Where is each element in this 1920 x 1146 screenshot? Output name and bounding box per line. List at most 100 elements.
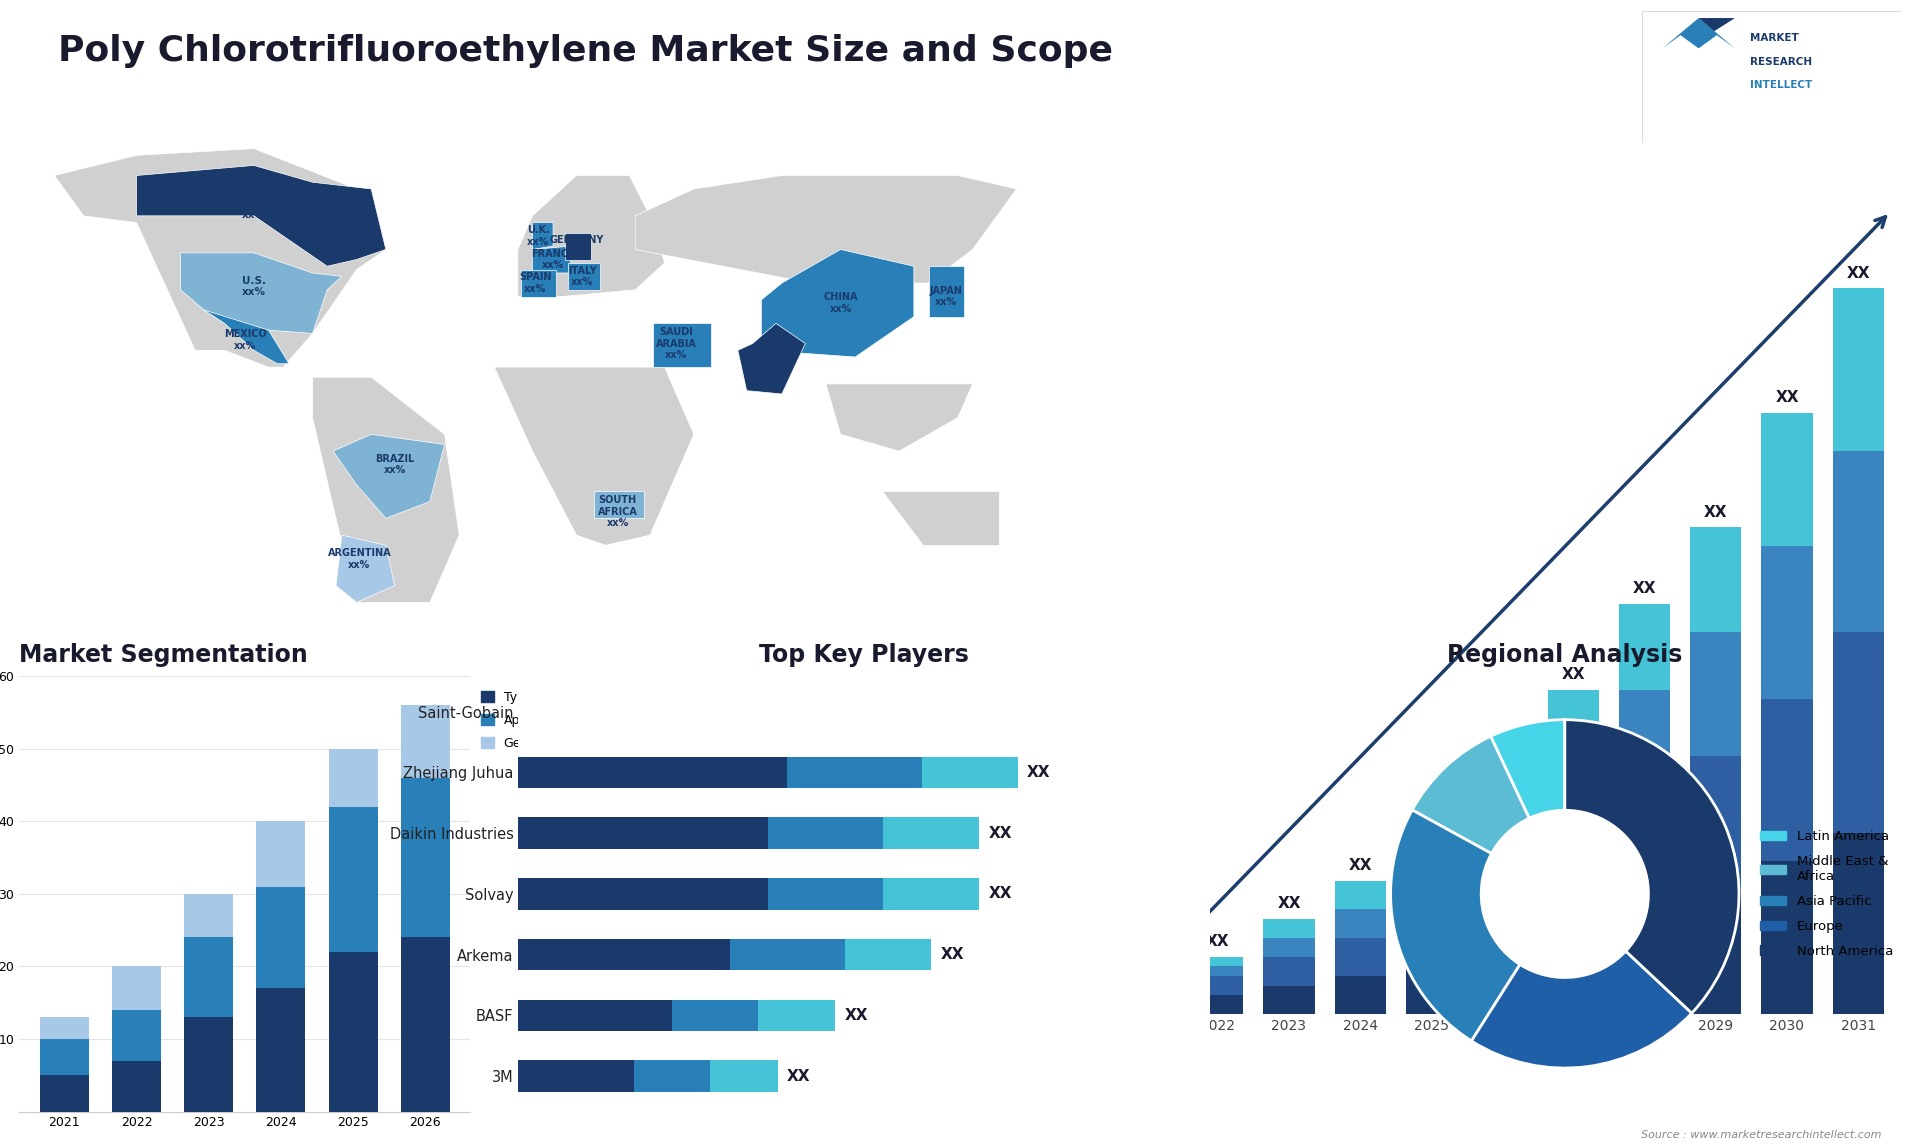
Bar xyxy=(768,878,883,910)
Text: Market Segmentation: Market Segmentation xyxy=(19,643,307,667)
Bar xyxy=(1476,814,1528,871)
Bar xyxy=(518,756,787,788)
Bar xyxy=(257,822,305,887)
Bar xyxy=(40,1018,88,1039)
Bar xyxy=(1334,880,1386,909)
Bar xyxy=(1121,990,1173,999)
Title: Top Key Players: Top Key Players xyxy=(758,643,970,667)
Bar xyxy=(401,705,449,778)
Text: SAUDI
ARABIA
xx%: SAUDI ARABIA xx% xyxy=(657,327,697,360)
Bar xyxy=(1476,766,1528,814)
Bar xyxy=(1548,756,1599,833)
Bar xyxy=(1832,633,1884,833)
Polygon shape xyxy=(336,535,396,603)
Bar xyxy=(1263,986,1315,1014)
Text: FRANCE
xx%: FRANCE xx% xyxy=(532,249,574,270)
Text: CANADA
xx%: CANADA xx% xyxy=(228,198,278,220)
Bar xyxy=(1405,823,1457,862)
Text: JAPAN
xx%: JAPAN xx% xyxy=(929,285,962,307)
Bar xyxy=(1476,948,1528,1014)
Polygon shape xyxy=(204,309,290,363)
Bar xyxy=(1405,909,1457,966)
Polygon shape xyxy=(136,165,386,266)
Text: XX: XX xyxy=(787,1068,810,1083)
Bar xyxy=(328,807,378,952)
Bar xyxy=(1832,450,1884,633)
Text: XX: XX xyxy=(1277,896,1300,911)
Polygon shape xyxy=(180,253,342,333)
Text: XX: XX xyxy=(1776,390,1799,405)
Text: ITALY
xx%: ITALY xx% xyxy=(568,266,597,288)
Bar xyxy=(1548,690,1599,756)
Circle shape xyxy=(1480,810,1649,978)
Text: INDIA
xx%: INDIA xx% xyxy=(760,339,791,361)
Text: RESEARCH: RESEARCH xyxy=(1751,56,1812,66)
Bar xyxy=(1121,976,1173,981)
Text: U.S.
xx%: U.S. xx% xyxy=(242,276,265,297)
Bar xyxy=(1405,966,1457,1014)
Bar xyxy=(184,937,232,1018)
Bar xyxy=(1832,289,1884,450)
Bar xyxy=(1761,862,1812,1014)
Bar xyxy=(518,878,768,910)
Wedge shape xyxy=(1490,720,1565,818)
Bar xyxy=(845,939,931,971)
Polygon shape xyxy=(737,323,804,394)
Bar xyxy=(111,1061,161,1112)
Wedge shape xyxy=(1411,736,1528,854)
Text: XX: XX xyxy=(1027,764,1050,780)
Bar xyxy=(518,999,672,1031)
Bar xyxy=(1619,690,1670,794)
Bar xyxy=(1192,995,1244,1014)
Bar xyxy=(1619,604,1670,690)
Bar xyxy=(328,748,378,807)
Text: XX: XX xyxy=(1348,858,1373,873)
FancyBboxPatch shape xyxy=(1642,11,1901,143)
Bar xyxy=(1192,957,1244,966)
Bar xyxy=(1761,699,1812,862)
Polygon shape xyxy=(518,175,664,297)
Text: INTELLECT: INTELLECT xyxy=(1751,80,1812,91)
Bar xyxy=(1548,928,1599,1014)
Polygon shape xyxy=(520,269,557,297)
Text: XX: XX xyxy=(845,1007,868,1023)
Bar xyxy=(1192,976,1244,995)
Bar xyxy=(922,756,1018,788)
Polygon shape xyxy=(495,367,693,545)
Text: BRAZIL
xx%: BRAZIL xx% xyxy=(374,454,415,476)
Wedge shape xyxy=(1471,951,1692,1068)
Bar xyxy=(1334,976,1386,1014)
Legend: Latin America, Middle East &
Africa, Asia Pacific, Europe, North America: Latin America, Middle East & Africa, Asi… xyxy=(1755,825,1899,963)
Bar xyxy=(1761,413,1812,547)
Bar xyxy=(518,817,768,849)
Text: SPAIN
xx%: SPAIN xx% xyxy=(518,273,551,293)
Polygon shape xyxy=(929,266,964,316)
Bar xyxy=(518,1060,634,1092)
Polygon shape xyxy=(762,250,914,358)
Polygon shape xyxy=(313,377,459,603)
Polygon shape xyxy=(532,246,570,273)
Bar xyxy=(328,952,378,1112)
Bar xyxy=(257,887,305,988)
Text: XX: XX xyxy=(1561,667,1586,682)
Text: MARKET: MARKET xyxy=(1751,33,1799,42)
Bar xyxy=(672,999,758,1031)
Bar xyxy=(40,1075,88,1112)
Text: XX: XX xyxy=(941,947,964,963)
Bar xyxy=(518,939,730,971)
Text: XX: XX xyxy=(1847,266,1870,281)
Bar xyxy=(111,966,161,1010)
Polygon shape xyxy=(564,233,591,259)
Bar xyxy=(634,1060,710,1092)
Bar xyxy=(1619,794,1670,909)
Text: XX: XX xyxy=(1490,744,1515,759)
Legend: Type, Application, Geography: Type, Application, Geography xyxy=(482,691,574,751)
Bar xyxy=(768,817,883,849)
Polygon shape xyxy=(636,175,1016,283)
Bar xyxy=(1263,937,1315,957)
Bar xyxy=(1548,833,1599,928)
Bar xyxy=(184,1018,232,1112)
Text: Source : www.marketresearchintellect.com: Source : www.marketresearchintellect.com xyxy=(1642,1130,1882,1140)
Text: XX: XX xyxy=(1632,581,1657,596)
Wedge shape xyxy=(1565,720,1740,1013)
